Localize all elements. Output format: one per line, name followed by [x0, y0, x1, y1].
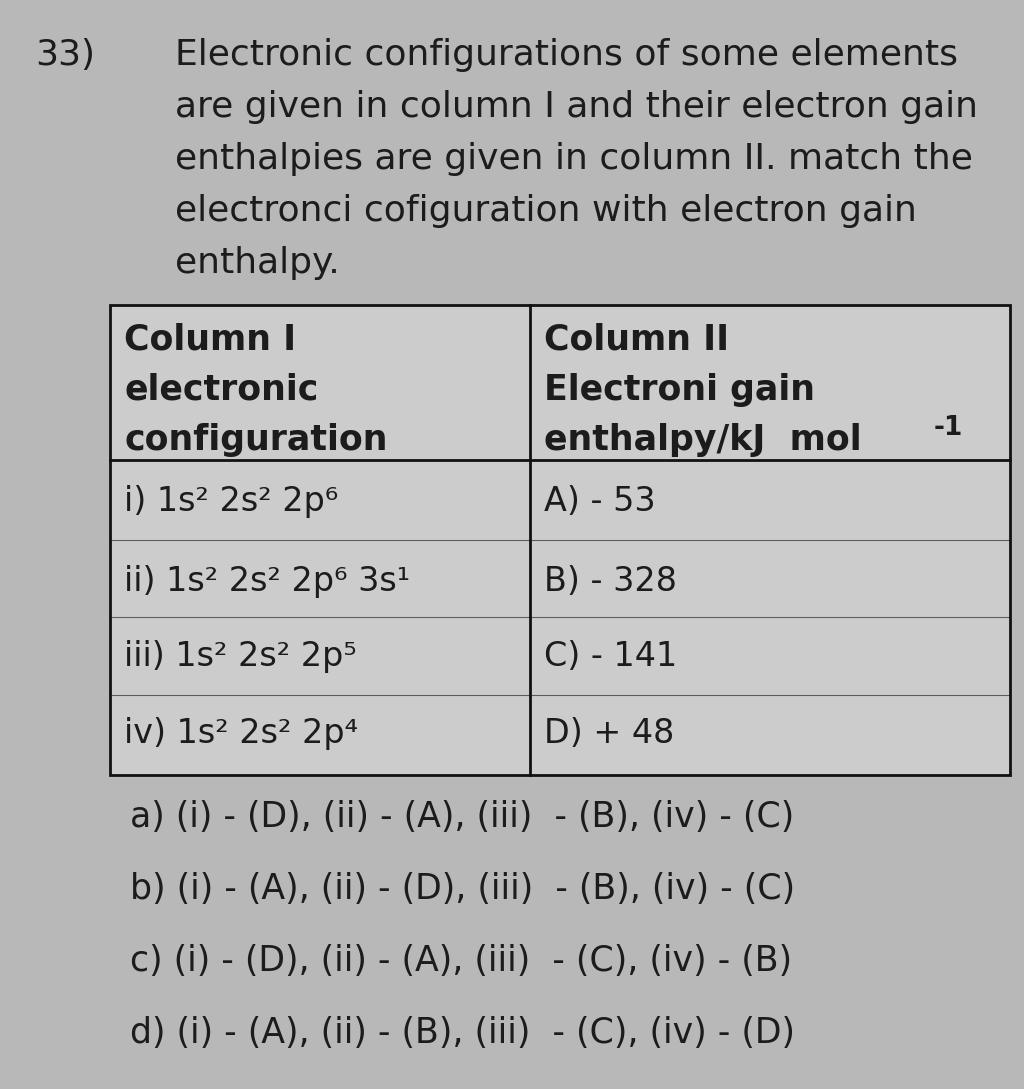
- Text: electronci cofiguration with electron gain: electronci cofiguration with electron ga…: [175, 194, 916, 228]
- Text: ii) 1s² 2s² 2p⁶ 3s¹: ii) 1s² 2s² 2p⁶ 3s¹: [124, 565, 411, 598]
- Text: iii) 1s² 2s² 2p⁵: iii) 1s² 2s² 2p⁵: [124, 640, 356, 673]
- Text: enthalpy/kJ  mol: enthalpy/kJ mol: [544, 423, 861, 457]
- Text: Column I: Column I: [124, 323, 296, 357]
- Bar: [110, 305, 1010, 775]
- Text: iv) 1s² 2s² 2p⁴: iv) 1s² 2s² 2p⁴: [124, 717, 358, 750]
- Text: C) - 141: C) - 141: [544, 640, 677, 673]
- Text: c) (i) - (D), (ii) - (A), (iii)  - (C), (iv) - (B): c) (i) - (D), (ii) - (A), (iii) - (C), (…: [130, 944, 793, 978]
- Text: b) (i) - (A), (ii) - (D), (iii)  - (B), (iv) - (C): b) (i) - (A), (ii) - (D), (iii) - (B), (…: [130, 872, 795, 906]
- Text: Column II: Column II: [544, 323, 729, 357]
- Text: B) - 328: B) - 328: [544, 565, 677, 598]
- Text: -1: -1: [934, 415, 964, 441]
- Text: D) + 48: D) + 48: [544, 717, 674, 750]
- Text: A) - 53: A) - 53: [544, 485, 655, 518]
- Bar: [110, 305, 1010, 775]
- Text: electronic: electronic: [124, 374, 318, 407]
- Text: Electroni gain: Electroni gain: [544, 374, 815, 407]
- Text: 33): 33): [35, 38, 95, 72]
- Text: a) (i) - (D), (ii) - (A), (iii)  - (B), (iv) - (C): a) (i) - (D), (ii) - (A), (iii) - (B), (…: [130, 800, 795, 834]
- Text: enthalpies are given in column II. match the: enthalpies are given in column II. match…: [175, 142, 973, 176]
- Text: d) (i) - (A), (ii) - (B), (iii)  - (C), (iv) - (D): d) (i) - (A), (ii) - (B), (iii) - (C), (…: [130, 1016, 795, 1050]
- Text: configuration: configuration: [124, 423, 387, 457]
- Text: i) 1s² 2s² 2p⁶: i) 1s² 2s² 2p⁶: [124, 485, 338, 518]
- Text: are given in column I and their electron gain: are given in column I and their electron…: [175, 90, 978, 124]
- Text: enthalpy.: enthalpy.: [175, 246, 340, 280]
- Text: Electronic configurations of some elements: Electronic configurations of some elemen…: [175, 38, 958, 72]
